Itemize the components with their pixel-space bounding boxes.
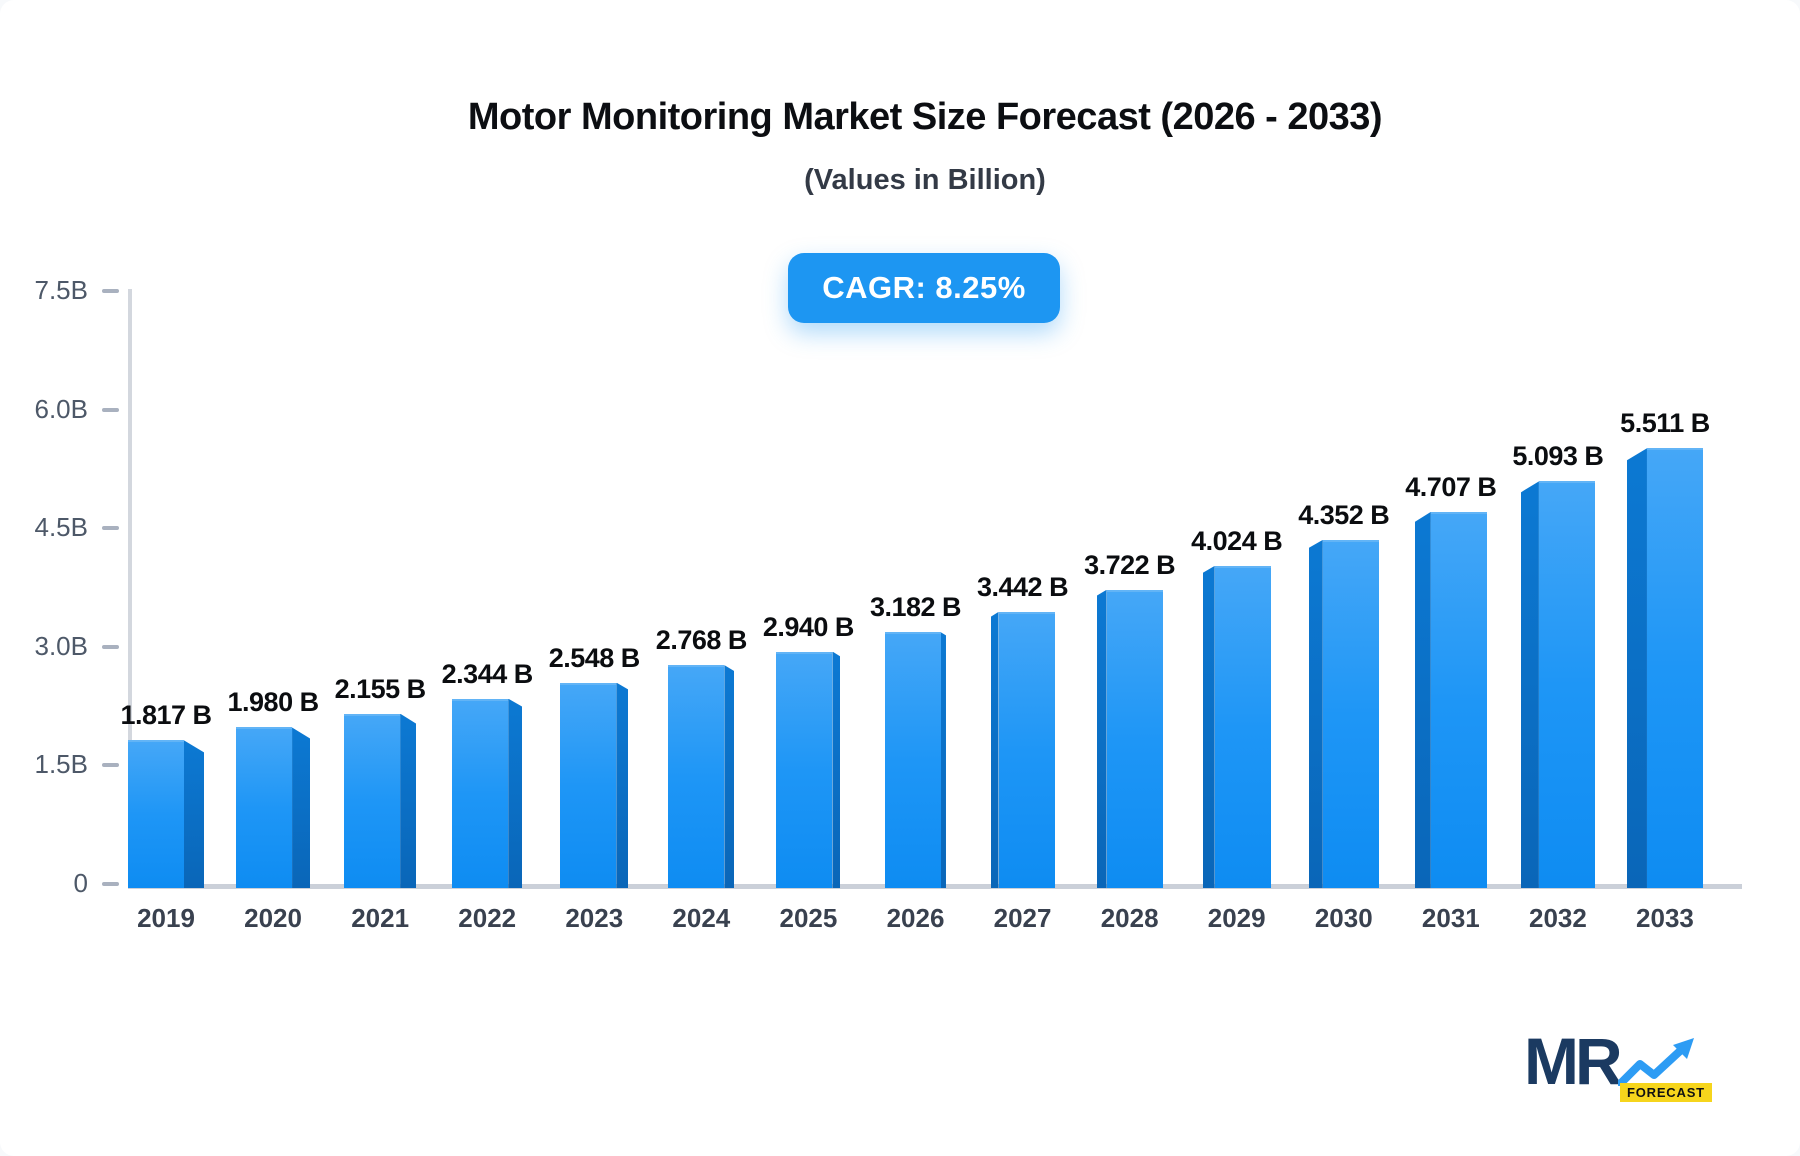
bar-2033[interactable] xyxy=(1626,448,1703,888)
bar-side-face xyxy=(1626,448,1647,888)
bar-front-face xyxy=(1214,565,1271,888)
x-tick-label-2019: 2019 xyxy=(137,903,195,933)
trend-arrow-icon xyxy=(1618,1038,1694,1086)
bar-side-face xyxy=(832,651,841,888)
y-tick-mark xyxy=(102,526,119,531)
bar-side-face xyxy=(1520,481,1539,888)
bar-side-face xyxy=(184,740,204,888)
x-tick-label-2022: 2022 xyxy=(458,903,517,933)
bar-side-face xyxy=(1308,539,1323,888)
bar-value-label-2023: 2.548 B xyxy=(548,642,641,673)
bar-side-face xyxy=(1096,589,1107,888)
x-tick-label-2021: 2021 xyxy=(351,903,410,933)
bar-value-label-2028: 3.722 B xyxy=(1084,549,1176,580)
bar-value-label-2031: 4.707 B xyxy=(1405,471,1497,502)
y-axis-line xyxy=(128,289,132,888)
bar-2020[interactable] xyxy=(236,727,311,888)
bar-side-face xyxy=(400,713,417,888)
bar-2032[interactable] xyxy=(1520,481,1595,888)
cagr-badge: CAGR: 8.25% xyxy=(788,253,1060,323)
bar-side-face xyxy=(616,682,629,888)
y-tick-label-0: 0 xyxy=(73,868,88,898)
x-tick-label-2028: 2028 xyxy=(1100,903,1159,933)
bar-front-face xyxy=(668,665,725,888)
bar-front-face xyxy=(998,611,1055,888)
y-tick-label-7.5B: 7.5B xyxy=(34,275,89,305)
bar-2031[interactable] xyxy=(1414,511,1487,888)
bar-front-face xyxy=(452,698,509,888)
bar-front-face xyxy=(1538,481,1595,888)
bar-front-face xyxy=(344,713,401,888)
y-tick-label-3.0B: 3.0B xyxy=(34,630,89,661)
chart-subtitle: (Values in Billion) xyxy=(804,164,1046,196)
y-tick-label-4.5B: 4.5B xyxy=(34,512,89,543)
bar-2027[interactable] xyxy=(990,611,1055,888)
bar-side-face xyxy=(1414,511,1431,888)
bar-front-face xyxy=(1106,589,1163,888)
y-tick-label-6.0B: 6.0B xyxy=(34,393,89,424)
x-tick-label-2027: 2027 xyxy=(993,903,1052,933)
x-tick-label-2031: 2031 xyxy=(1421,903,1480,933)
bar-value-label-2027: 3.442 B xyxy=(977,571,1069,602)
bar-side-face xyxy=(940,632,946,888)
bar-2024[interactable] xyxy=(668,665,735,888)
x-tick-label-2024: 2024 xyxy=(672,903,731,933)
bar-2029[interactable] xyxy=(1202,565,1271,888)
bar-2019[interactable] xyxy=(128,740,204,888)
x-tick-label-2026: 2026 xyxy=(886,903,945,933)
bar-value-label-2026: 3.182 B xyxy=(869,592,962,623)
bar-value-label-2022: 2.344 B xyxy=(441,658,534,689)
bar-value-label-2021: 2.155 B xyxy=(334,673,427,704)
x-tick-label-2030: 2030 xyxy=(1314,903,1373,933)
bar-value-label-2019: 1.817 B xyxy=(120,700,212,731)
bar-value-label-2029: 4.024 B xyxy=(1191,525,1283,556)
bar-2021[interactable] xyxy=(344,713,417,888)
x-tick-label-2020: 2020 xyxy=(244,903,302,933)
y-tick-mark xyxy=(102,763,119,768)
x-tick-label-2033: 2033 xyxy=(1636,903,1694,933)
bar-side-face xyxy=(508,698,523,888)
bar-front-face xyxy=(560,682,617,888)
x-tick-label-2025: 2025 xyxy=(779,903,838,933)
logo-forecast-text: FORECAST xyxy=(1620,1083,1712,1102)
bar-side-face xyxy=(292,727,311,888)
x-tick-label-2032: 2032 xyxy=(1528,903,1587,933)
y-tick-mark xyxy=(102,644,119,649)
bar-value-label-2033: 5.511 B xyxy=(1620,408,1710,439)
bar-front-face xyxy=(1430,511,1487,888)
x-tick-label-2029: 2029 xyxy=(1207,903,1266,933)
bar-value-label-2025: 2.940 B xyxy=(762,611,855,642)
bar-2028[interactable] xyxy=(1096,589,1163,888)
bar-front-face xyxy=(884,632,941,888)
logo-mr-text: MR xyxy=(1524,1024,1623,1098)
bar-side-face xyxy=(724,665,735,888)
bar-front-face xyxy=(1646,448,1703,888)
bar-front-face xyxy=(1322,539,1379,888)
bar-value-label-2020: 1.980 B xyxy=(227,687,320,718)
y-tick-mark xyxy=(102,407,119,412)
x-tick-label-2023: 2023 xyxy=(565,903,624,933)
bar-front-face xyxy=(128,740,184,888)
y-tick-label-1.5B: 1.5B xyxy=(34,749,89,780)
bar-value-label-2030: 4.352 B xyxy=(1298,499,1390,530)
bar-value-label-2024: 2.768 B xyxy=(655,625,748,656)
bar-side-face xyxy=(1202,565,1215,888)
bar-value-label-2032: 5.093 B xyxy=(1512,441,1604,472)
chart-title: Motor Monitoring Market Size Forecast (2… xyxy=(467,96,1383,138)
bar-front-face xyxy=(236,727,293,888)
bar-front-face xyxy=(776,651,833,888)
y-tick-mark xyxy=(102,289,119,293)
bar-side-face xyxy=(990,611,999,888)
y-tick-mark xyxy=(102,882,119,886)
bar-2026[interactable] xyxy=(884,632,946,888)
bar-2022[interactable] xyxy=(452,698,523,888)
mrforecast-logo: MR FORECAST xyxy=(1524,1028,1712,1104)
bar-2030[interactable] xyxy=(1308,539,1379,888)
bar-2025[interactable] xyxy=(776,651,841,888)
bar-2023[interactable] xyxy=(560,682,629,888)
